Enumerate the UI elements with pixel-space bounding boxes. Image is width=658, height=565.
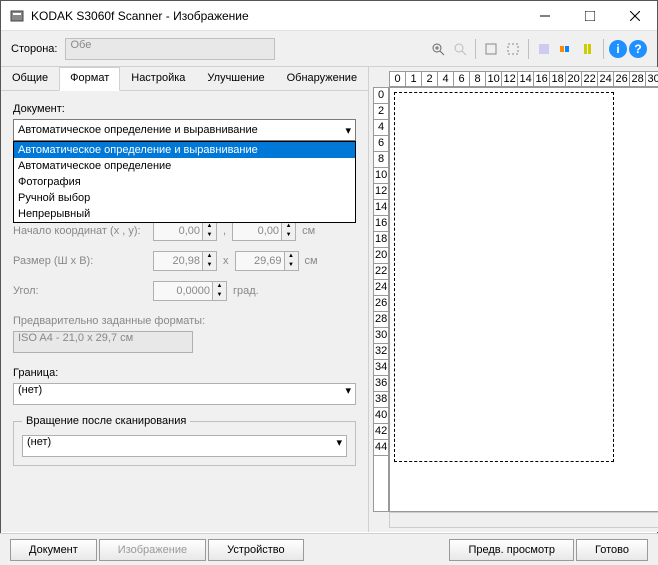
side-label: Сторона: — [11, 43, 57, 55]
tab-format[interactable]: Формат — [59, 67, 120, 91]
tab-content: Документ: Автоматическое определение и в… — [1, 91, 368, 532]
scrollbar-horizontal[interactable] — [389, 512, 658, 528]
size-label: Размер (Ш x В): — [13, 255, 153, 267]
side-select[interactable]: Обе — [65, 38, 275, 60]
image-button: Изображение — [99, 539, 206, 561]
dropdown-option[interactable]: Автоматическое определение и выравнивани… — [14, 142, 355, 158]
dropdown-option[interactable]: Автоматическое определение — [14, 158, 355, 174]
divider — [475, 39, 476, 59]
preview-area[interactable] — [389, 87, 658, 512]
preview-button[interactable]: Предв. просмотр — [449, 539, 574, 561]
app-icon — [9, 8, 25, 24]
chevron-down-icon: ▾ — [346, 384, 352, 397]
tab-enhance[interactable]: Улучшение — [196, 67, 275, 90]
unit-label: град. — [233, 285, 259, 297]
ruler-vertical: 0246810121416182022242628303234363840424… — [373, 87, 389, 512]
help-icon[interactable]: ? — [629, 40, 647, 58]
tool4-icon[interactable] — [556, 39, 576, 59]
rotation-legend: Вращение после сканирования — [22, 415, 190, 427]
page-outline[interactable] — [394, 92, 614, 462]
angle-input[interactable] — [153, 281, 213, 301]
rotation-select[interactable]: (нет) ▾ — [22, 435, 347, 457]
dropdown-option[interactable]: Фотография — [14, 174, 355, 190]
spinner[interactable]: ▲▼ — [213, 281, 227, 301]
border-select[interactable]: (нет) ▾ — [13, 383, 356, 405]
bottom-bar: Документ Изображение Устройство Предв. п… — [0, 533, 658, 565]
unit-label: см — [302, 225, 315, 237]
spinner[interactable]: ▲▼ — [282, 221, 296, 241]
minimize-button[interactable] — [522, 1, 567, 30]
tool3-icon[interactable] — [534, 39, 554, 59]
spinner[interactable]: ▲▼ — [203, 221, 217, 241]
origin-label: Начало координат (x , y): — [13, 225, 153, 237]
tab-detect[interactable]: Обнаружение — [276, 67, 368, 90]
tool2-icon[interactable] — [503, 39, 523, 59]
document-select[interactable]: Автоматическое определение и выравнивани… — [13, 119, 356, 141]
size-w-input[interactable] — [153, 251, 203, 271]
spinner[interactable]: ▲▼ — [285, 251, 299, 271]
unit-label: см — [305, 255, 318, 267]
toolbar: Сторона: Обе i ? — [1, 31, 657, 67]
preview-panel: 0124681012141618202224262830 02468101214… — [369, 67, 658, 532]
chevron-down-icon: ▾ — [337, 436, 343, 449]
device-button[interactable]: Устройство — [208, 539, 304, 561]
dropdown-option[interactable]: Непрерывный — [14, 206, 355, 222]
zoom-in-icon[interactable] — [428, 39, 448, 59]
document-label: Документ: — [13, 103, 356, 115]
angle-label: Угол: — [13, 285, 153, 297]
done-button[interactable]: Готово — [576, 539, 648, 561]
rotation-fieldset: Вращение после сканирования (нет) ▾ — [13, 415, 356, 466]
tool5-icon[interactable] — [578, 39, 598, 59]
document-dropdown: Автоматическое определение и выравнивани… — [13, 141, 356, 223]
preset-label: Предварительно заданные форматы: — [13, 315, 356, 327]
document-select-value: Автоматическое определение и выравнивани… — [18, 124, 258, 136]
info-icon[interactable]: i — [609, 40, 627, 58]
tab-general[interactable]: Общие — [1, 67, 59, 90]
tab-bar: Общие Формат Настройка Улучшение Обнаруж… — [1, 67, 368, 91]
origin-y-input[interactable] — [232, 221, 282, 241]
dropdown-option[interactable]: Ручной выбор — [14, 190, 355, 206]
side-select-value: Обе — [70, 39, 91, 51]
maximize-button[interactable] — [567, 1, 612, 30]
divider — [603, 39, 604, 59]
rotation-value: (нет) — [27, 436, 51, 448]
document-button[interactable]: Документ — [10, 539, 97, 561]
border-label: Граница: — [13, 367, 356, 379]
zoom-out-icon[interactable] — [450, 39, 470, 59]
size-h-input[interactable] — [235, 251, 285, 271]
divider — [528, 39, 529, 59]
tool1-icon[interactable] — [481, 39, 501, 59]
tab-adjust[interactable]: Настройка — [120, 67, 196, 90]
border-value: (нет) — [18, 384, 42, 396]
origin-x-input[interactable] — [153, 221, 203, 241]
preset-select[interactable]: ISO A4 - 21,0 x 29,7 см — [13, 331, 193, 353]
chevron-down-icon: ▾ — [346, 124, 352, 137]
window-title: KODAK S3060f Scanner - Изображение — [31, 9, 522, 23]
preset-value: ISO A4 - 21,0 x 29,7 см — [18, 332, 133, 344]
titlebar: KODAK S3060f Scanner - Изображение — [1, 1, 657, 31]
ruler-horizontal: 0124681012141618202224262830 — [389, 71, 658, 87]
left-panel: Общие Формат Настройка Улучшение Обнаруж… — [1, 67, 369, 532]
spinner[interactable]: ▲▼ — [203, 251, 217, 271]
close-button[interactable] — [612, 1, 657, 30]
